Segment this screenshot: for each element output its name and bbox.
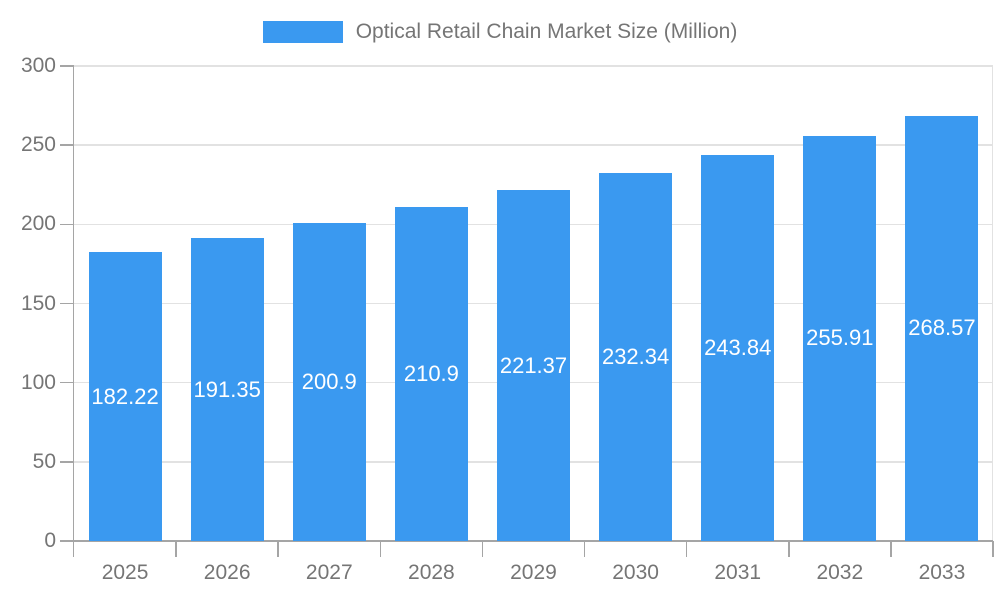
- y-axis-label: 300: [20, 54, 56, 77]
- bar-value-label: 182.22: [91, 383, 159, 409]
- bar[interactable]: [701, 154, 775, 541]
- bar-value-label: 232.34: [601, 344, 670, 370]
- bar-value-label: 243.84: [704, 334, 772, 360]
- y-axis-line: [72, 66, 74, 557]
- gridline: [74, 65, 993, 67]
- bar[interactable]: [394, 207, 468, 541]
- bar-value-label: 268.57: [908, 315, 976, 341]
- y-axis-tick: [60, 223, 74, 226]
- bar[interactable]: [905, 115, 979, 541]
- x-axis-tick: [992, 541, 994, 557]
- x-axis-tick: [685, 541, 688, 557]
- y-axis-label: 100: [20, 370, 56, 394]
- y-axis-label: 150: [20, 291, 56, 315]
- plot-right-border: [991, 66, 993, 541]
- bar[interactable]: [599, 173, 673, 541]
- x-axis-tick: [379, 541, 382, 557]
- x-axis-label: 2025: [101, 561, 149, 584]
- bar[interactable]: [292, 222, 366, 541]
- x-axis-label: 2028: [408, 561, 455, 584]
- bar[interactable]: [88, 252, 162, 541]
- y-axis-label: 0: [44, 529, 56, 552]
- x-axis-tick: [583, 541, 586, 557]
- x-axis-tick: [788, 541, 790, 557]
- bar-value-label: 210.9: [403, 361, 459, 387]
- y-axis-label: 200: [20, 212, 56, 236]
- y-axis-tick: [60, 144, 74, 146]
- x-axis-line: [74, 540, 993, 542]
- x-axis-label: 2027: [305, 561, 353, 584]
- bar[interactable]: [803, 135, 877, 541]
- bar-value-label: 221.37: [499, 352, 568, 378]
- x-axis-label: 2033: [918, 561, 966, 584]
- legend[interactable]: Optical Retail Chain Market Size (Millio…: [0, 19, 1000, 45]
- bar-value-label: 200.9: [301, 368, 357, 394]
- y-axis-tick: [60, 381, 74, 384]
- x-axis-tick: [175, 541, 177, 557]
- x-axis-label: 2031: [714, 561, 762, 584]
- x-axis-label: 2029: [510, 561, 557, 584]
- legend-swatch: [262, 21, 343, 43]
- x-axis-tick: [890, 541, 892, 557]
- y-axis-tick: [60, 540, 74, 542]
- gridline: [74, 144, 993, 146]
- x-axis-label: 2026: [203, 561, 251, 584]
- x-axis-label: 2030: [612, 561, 659, 584]
- bar[interactable]: [190, 238, 264, 541]
- x-axis-tick: [481, 541, 484, 557]
- y-axis-tick: [60, 302, 74, 305]
- x-axis-label: 2032: [816, 561, 864, 584]
- legend-label: Optical Retail Chain Market Size (Millio…: [355, 20, 738, 43]
- y-axis-label: 50: [32, 449, 56, 473]
- bar-value-label: 255.91: [806, 325, 874, 351]
- y-axis-label: 250: [20, 133, 56, 157]
- x-axis-tick: [277, 541, 279, 557]
- bar-value-label: 191.35: [193, 376, 261, 402]
- y-axis-tick: [60, 65, 74, 67]
- bar[interactable]: [497, 190, 570, 541]
- y-axis-tick: [60, 461, 74, 463]
